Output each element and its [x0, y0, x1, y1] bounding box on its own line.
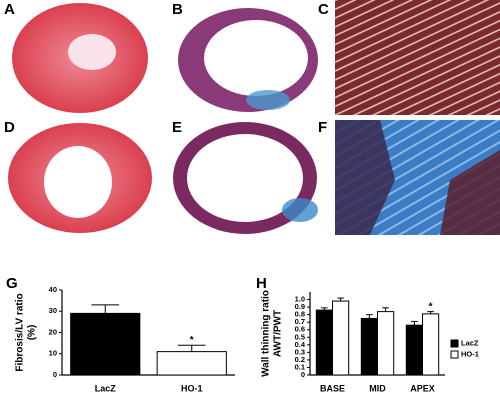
y-tick-label: 0.2 — [295, 355, 305, 364]
panel-label: C — [318, 1, 329, 18]
bar — [360, 317, 378, 376]
y-tick-label: 30 — [49, 306, 57, 315]
y-tick-label: 0.5 — [295, 332, 305, 341]
panel-label: G — [6, 275, 18, 292]
bar — [422, 313, 440, 376]
bar — [70, 312, 141, 376]
y-tick-label: 0.4 — [295, 340, 306, 349]
y-axis-label: (%) — [27, 325, 38, 341]
x-tick-label: LacZ — [95, 383, 117, 393]
y-tick-label: 40 — [49, 285, 57, 294]
image-b — [178, 8, 318, 112]
legend-swatch — [450, 339, 459, 348]
image-a — [12, 3, 148, 113]
bar — [377, 311, 395, 376]
image-c — [335, 0, 500, 115]
panel-label: F — [318, 119, 327, 136]
panel-label: A — [4, 1, 15, 18]
bar — [156, 351, 227, 376]
annotation: * — [429, 301, 433, 312]
y-tick-label: 20 — [49, 327, 57, 336]
y-axis-label: AWT/PWT — [273, 310, 284, 357]
y-axis-label: Fibrosis/LV ratio — [15, 293, 26, 371]
image-e — [173, 122, 318, 234]
y-tick-label: 0.9 — [295, 302, 305, 311]
y-tick-label: 0.6 — [295, 325, 305, 334]
legend-swatch — [450, 350, 459, 359]
bar — [332, 300, 350, 376]
y-tick-label: 0.3 — [295, 347, 305, 356]
legend-label: LacZ — [461, 338, 479, 347]
y-tick-label: 0.8 — [295, 310, 305, 319]
y-tick-label: 0.7 — [295, 317, 305, 326]
image-f — [335, 120, 500, 235]
image-d — [8, 123, 152, 233]
legend-label: HO-1 — [461, 349, 479, 358]
bar — [315, 309, 333, 376]
bar — [405, 324, 423, 376]
x-tick-label: MID — [369, 383, 386, 393]
y-tick-label: 10 — [49, 349, 57, 358]
panel-label: B — [172, 1, 183, 18]
x-tick-label: BASE — [320, 383, 345, 393]
panel-label: H — [256, 275, 267, 292]
annotation: * — [190, 335, 194, 346]
panel-label: E — [172, 119, 182, 136]
y-tick-label: 1.0 — [295, 295, 305, 304]
x-tick-label: HO-1 — [181, 383, 203, 393]
y-tick-label: 0.1 — [295, 362, 305, 371]
y-tick-label: 0 — [53, 370, 57, 379]
x-tick-label: APEX — [410, 383, 435, 393]
y-axis-label: Wall thinning ratio — [261, 290, 272, 377]
panel-label: D — [4, 119, 15, 136]
y-tick-label: 0 — [301, 370, 305, 379]
